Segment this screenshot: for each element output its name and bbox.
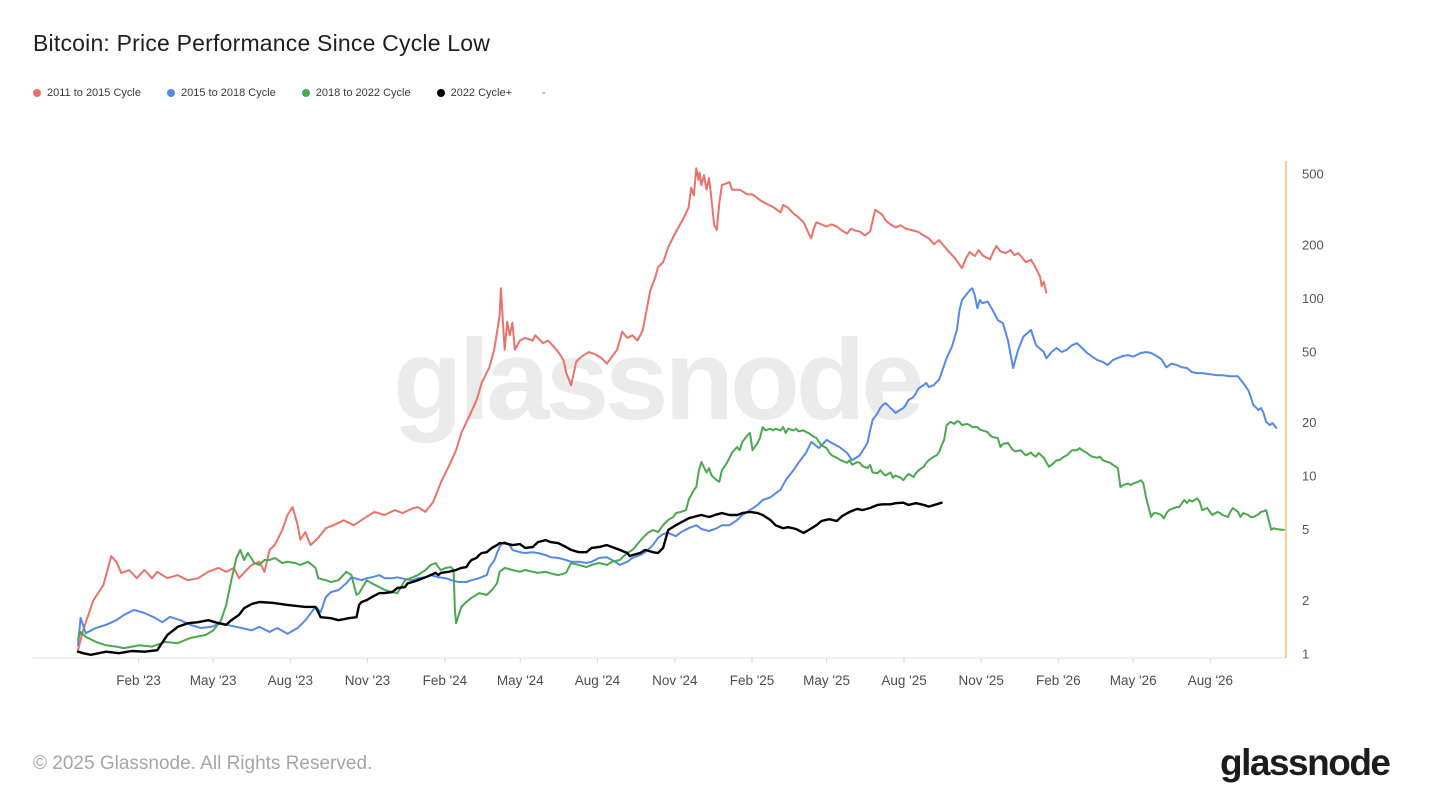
legend-color-dot — [301, 89, 310, 97]
legend-item-label: 2015 to 2018 Cycle — [180, 87, 276, 99]
x-axis-label: Feb '24 — [423, 673, 468, 688]
x-axis-label: May '23 — [190, 673, 237, 688]
page-title: Bitcoin: Price Performance Since Cycle L… — [33, 30, 491, 56]
x-axis-label: Aug '23 — [268, 673, 313, 688]
x-axis-label: Nov '24 — [652, 673, 698, 688]
y-axis-label: 10 — [1302, 469, 1316, 484]
y-axis-label: 100 — [1302, 291, 1324, 306]
series-line-2011-to-2015-cycle — [77, 167, 1048, 652]
x-axis-label: May '24 — [497, 673, 544, 688]
legend-item-2022-cycle-[interactable]: 2022 Cycle+ — [436, 87, 513, 99]
x-axis-label: Aug '26 — [1188, 673, 1233, 688]
x-axis-label: Nov '23 — [345, 673, 390, 688]
legend-item-2015-to-2018-cycle[interactable]: 2015 to 2018 Cycle — [166, 87, 276, 99]
legend-item-2018-to-2022-cycle[interactable]: 2018 to 2022 Cycle — [301, 87, 411, 99]
y-axis-label: 1 — [1302, 647, 1309, 662]
y-axis-label: 2 — [1302, 593, 1309, 608]
x-axis-label: Feb '26 — [1036, 673, 1081, 688]
x-axis-label: Aug '24 — [575, 673, 621, 688]
legend-color-dot — [166, 89, 175, 97]
y-axis-label: 5 — [1302, 522, 1309, 537]
series-line-2022-cycle- — [76, 501, 943, 656]
glassnode-logo: glassnode — [1220, 742, 1391, 783]
x-axis-label: May '25 — [803, 673, 850, 688]
legend-placeholder: - — [542, 87, 546, 99]
y-axis-label: 50 — [1302, 344, 1316, 359]
legend-item-2011-to-2015-cycle[interactable]: 2011 to 2015 Cycle — [33, 87, 141, 99]
chart-legend: 2011 to 2015 Cycle 2015 to 2018 Cycle 2018… — [33, 87, 546, 99]
y-axis-label: 20 — [1302, 415, 1316, 430]
legend-color-dot — [436, 89, 445, 97]
x-axis-label: Aug '25 — [881, 673, 926, 688]
x-axis-label: Nov '25 — [959, 673, 1004, 688]
copyright-text: © 2025 Glassnode. All Rights Reserved. — [33, 753, 373, 774]
legend-color-dot — [33, 89, 41, 97]
x-axis-label: May '26 — [1110, 673, 1157, 688]
x-axis-label: Feb '23 — [116, 673, 161, 688]
y-axis-label: 200 — [1302, 237, 1324, 252]
x-axis-label: Feb '25 — [730, 673, 775, 688]
legend-item-label: 2022 Cycle+ — [450, 87, 513, 99]
series-line-2018-to-2022-cycle — [77, 420, 1285, 650]
y-axis-label: 500 — [1302, 167, 1324, 182]
legend-item-label: 2011 to 2015 Cycle — [47, 87, 141, 99]
series-line-2015-to-2018-cycle — [77, 287, 1278, 647]
legend-item-label: 2018 to 2022 Cycle — [315, 87, 411, 99]
